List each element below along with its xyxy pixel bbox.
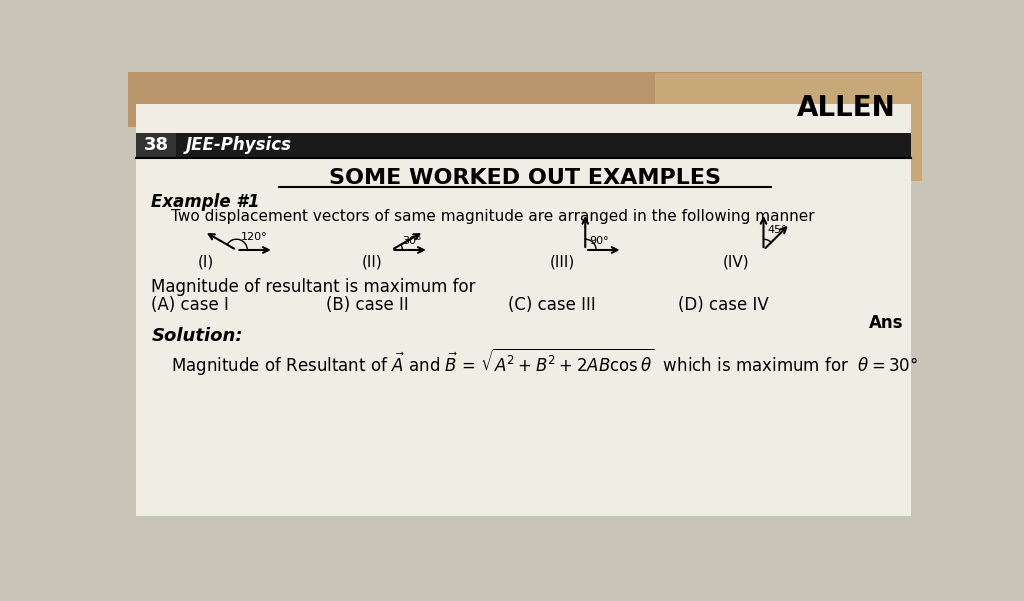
Text: Example #1: Example #1 xyxy=(152,194,260,211)
Bar xyxy=(655,73,922,181)
Text: Solution:: Solution: xyxy=(152,327,243,345)
Bar xyxy=(136,133,176,157)
Text: (II): (II) xyxy=(361,254,383,269)
Text: (C) case III: (C) case III xyxy=(508,296,596,314)
Text: JEE-Physics: JEE-Physics xyxy=(186,136,292,154)
Text: (B) case II: (B) case II xyxy=(326,296,409,314)
Text: Magnitude of Resultant of $\vec{A}$ and $\vec{B}$ = $\sqrt{A^2+B^2+2AB\cos\theta: Magnitude of Resultant of $\vec{A}$ and … xyxy=(171,346,918,377)
Bar xyxy=(136,133,910,157)
Text: (IV): (IV) xyxy=(723,254,750,269)
Text: 120°: 120° xyxy=(241,233,267,242)
Text: Magnitude of resultant is maximum for: Magnitude of resultant is maximum for xyxy=(152,278,476,296)
Text: 38: 38 xyxy=(143,136,169,154)
Bar xyxy=(128,72,922,127)
Text: 90°: 90° xyxy=(589,236,608,246)
Text: (D) case IV: (D) case IV xyxy=(678,296,769,314)
Text: Two displacement vectors of same magnitude are arranged in the following manner: Two displacement vectors of same magnitu… xyxy=(171,209,814,224)
Text: (I): (I) xyxy=(198,254,214,269)
Text: Ans: Ans xyxy=(868,314,903,332)
Text: (III): (III) xyxy=(549,254,574,269)
Text: ALLEN: ALLEN xyxy=(797,94,895,121)
Text: 45°: 45° xyxy=(767,225,787,234)
Text: 30°: 30° xyxy=(402,236,422,246)
Bar xyxy=(136,104,910,516)
Text: (A) case I: (A) case I xyxy=(152,296,229,314)
Text: SOME WORKED OUT EXAMPLES: SOME WORKED OUT EXAMPLES xyxy=(329,168,721,188)
